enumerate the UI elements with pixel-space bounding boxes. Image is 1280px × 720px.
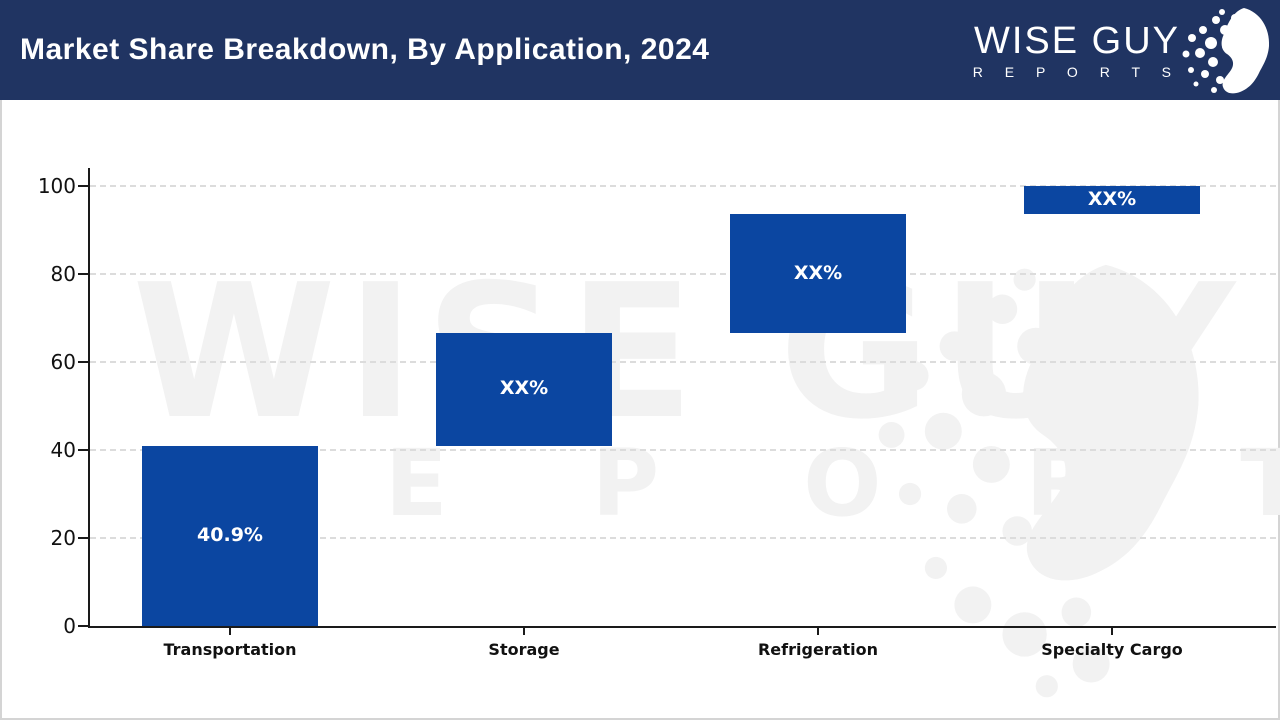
bar-value-label: 40.9% <box>197 524 263 546</box>
gridline-20 <box>90 537 1276 539</box>
x-axis-line <box>88 626 1276 628</box>
y-tick-60 <box>78 361 89 363</box>
bar-refrigeration: XX% <box>730 214 906 333</box>
gridline-80 <box>90 273 1276 275</box>
x-tick-0 <box>229 627 231 635</box>
y-tick-label-20: 20 <box>50 526 76 550</box>
bar-value-label: XX% <box>793 261 843 284</box>
y-axis-line <box>88 168 90 628</box>
x-category-label-0: Transportation <box>163 640 297 659</box>
y-tick-80 <box>78 273 89 275</box>
y-tick-label-0: 0 <box>63 614 76 638</box>
x-tick-1 <box>523 627 525 635</box>
gridline-100 <box>90 185 1276 187</box>
y-tick-0 <box>78 625 89 627</box>
x-tick-3 <box>1111 627 1113 635</box>
wise-guy-reports-logo: WISE GUY R E P O R T S <box>973 0 1270 100</box>
bar-storage: XX% <box>436 332 612 447</box>
logo-wordmark: WISE GUY <box>973 20 1180 62</box>
x-category-label-1: Storage <box>488 640 560 659</box>
bar-value-label: XX% <box>1087 188 1137 211</box>
bar-specialty-cargo: XX% <box>1024 186 1200 215</box>
y-tick-label-80: 80 <box>50 262 76 286</box>
gridline-60 <box>90 361 1276 363</box>
y-tick-20 <box>78 537 89 539</box>
x-tick-2 <box>817 627 819 635</box>
page-title: Market Share Breakdown, By Application, … <box>20 33 710 66</box>
watermark-face-icon <box>878 264 1199 698</box>
logo-text: WISE GUY R E P O R T S <box>973 22 1180 82</box>
bar-transportation: 40.9% <box>142 446 318 626</box>
gridline-40 <box>90 449 1276 451</box>
y-tick-label-100: 100 <box>37 174 76 198</box>
x-category-label-2: Refrigeration <box>757 640 878 659</box>
bar-value-label: XX% <box>499 377 549 400</box>
x-category-label-3: Specialty Cargo <box>1041 640 1183 659</box>
logo-face-icon <box>1182 8 1270 94</box>
y-tick-label-40: 40 <box>50 438 76 462</box>
header-bar: Market Share Breakdown, By Application, … <box>0 0 1280 100</box>
logo-subtitle: R E P O R T S <box>972 64 1180 80</box>
y-tick-100 <box>78 185 89 187</box>
y-tick-40 <box>78 449 89 451</box>
y-tick-label-60: 60 <box>50 350 76 374</box>
